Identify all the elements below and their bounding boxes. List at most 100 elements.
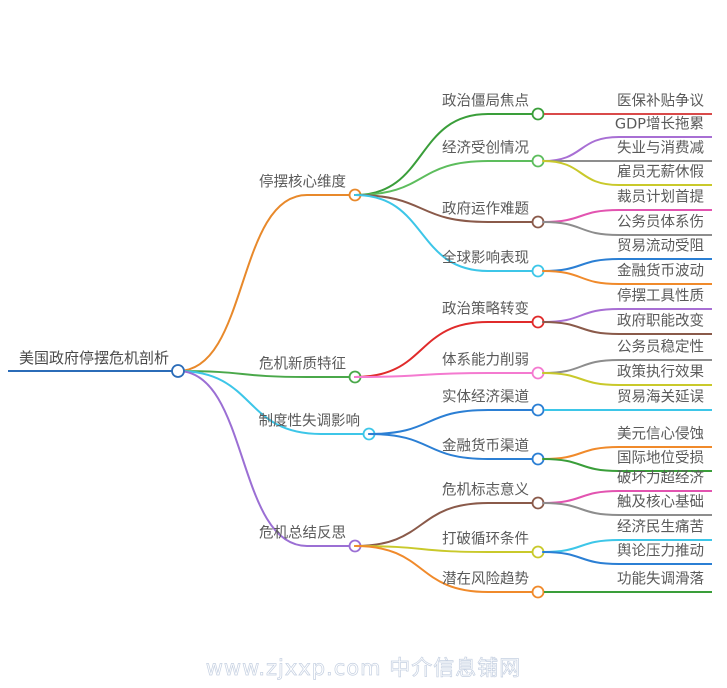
node-label: 裁员计划首提 (617, 189, 704, 206)
node-handle (531, 215, 545, 229)
watermark: www.zjxxp.com 中介信息铺网 (205, 656, 522, 681)
mindmap-subbranch-0-1[interactable]: 经济受创情况 (439, 141, 532, 159)
node-label: 医保补贴争议 (617, 93, 704, 110)
connector (542, 458, 620, 472)
mindmap-subbranch-3-0[interactable]: 危机标志意义 (439, 482, 532, 501)
mindmap-leaf-1-1-1[interactable]: 政策执行效果 (614, 365, 707, 383)
mindmap-subbranch-1-0[interactable]: 政治策略转变 (439, 301, 532, 320)
mindmap-leaf-0-1-0[interactable]: GDP增长拖累 (612, 117, 707, 135)
node-label: 政府运作难题 (442, 201, 529, 218)
connector (542, 308, 620, 323)
node-handle (531, 452, 545, 466)
node-label: 雇员无薪休假 (617, 164, 704, 181)
connector (354, 113, 489, 196)
mindmap-subbranch-2-1[interactable]: 金融货币渠道 (439, 438, 532, 457)
mindmap-subbranch-1-1[interactable]: 体系能力削弱 (439, 352, 532, 371)
node-label: 破坏力超经济 (617, 470, 704, 487)
mindmap-subbranch-3-1[interactable]: 打破循环条件 (439, 531, 532, 550)
node-label: 功能失调滑落 (617, 571, 704, 588)
node-label: 美元信心侵蚀 (617, 426, 704, 443)
connector (542, 136, 620, 162)
node-label: 危机标志意义 (442, 482, 529, 499)
mindmap-leaf-2-0-0[interactable]: 贸易海关延误 (614, 389, 707, 408)
node-label: 舆论压力推动 (617, 543, 704, 560)
node-label: 政治策略转变 (442, 301, 529, 318)
node-label: 政治僵局焦点 (442, 93, 529, 110)
connector (354, 160, 489, 196)
mindmap-branch-2[interactable]: 制度性失调影响 (256, 413, 364, 432)
mindmap-leaf-2-1-0[interactable]: 美元信心侵蚀 (614, 426, 707, 445)
connector (542, 372, 620, 386)
mindmap-branch-3[interactable]: 危机总结反思 (256, 525, 349, 544)
connector (542, 502, 620, 516)
node-label: 贸易流动受阻 (617, 238, 704, 255)
node-handle (531, 545, 545, 559)
node-label: 体系能力削弱 (442, 352, 529, 369)
mindmap-branch-1[interactable]: 危机新质特征 (256, 356, 349, 375)
node-handle (531, 403, 545, 417)
connector (177, 370, 308, 378)
mindmap-leaf-3-0-1[interactable]: 触及核心基础 (614, 494, 707, 513)
mindmap-leaf-3-0-0[interactable]: 破坏力超经济 (614, 470, 707, 489)
node-label: 危机新质特征 (259, 356, 346, 373)
connector (542, 359, 620, 374)
connector (354, 545, 489, 593)
node-handle (531, 585, 545, 599)
node-handle (531, 315, 545, 329)
connector (354, 502, 489, 547)
mindmap-subbranch-0-2[interactable]: 政府运作难题 (439, 201, 532, 220)
mindmap-leaf-3-1-0[interactable]: 经济民生痛苦 (614, 519, 707, 538)
mindmap-leaf-1-0-1[interactable]: 政府职能改变 (614, 313, 707, 332)
mindmap-subbranch-3-2[interactable]: 潜在风险趋势 (439, 571, 532, 590)
node-label: 危机总结反思 (259, 525, 346, 542)
node-label: 公务员体系伤 (617, 214, 704, 231)
mindmap-leaf-1-0-0[interactable]: 停摆工具性质 (614, 288, 707, 307)
node-label: 潜在风险趋势 (442, 571, 529, 588)
node-label: 政府职能改变 (617, 313, 704, 330)
mindmap-leaf-0-0-0[interactable]: 医保补贴争议 (614, 93, 707, 112)
mindmap-leaf-0-1-2[interactable]: 雇员无薪休假 (614, 164, 707, 183)
mindmap-leaf-0-3-0[interactable]: 贸易流动受阻 (614, 238, 707, 257)
mindmap-subbranch-0-0[interactable]: 政治僵局焦点 (439, 93, 532, 112)
node-label: 制度性失调影响 (258, 413, 361, 430)
connector (542, 490, 620, 504)
mindmap-leaf-0-1-1[interactable]: 失业与消费减 (614, 141, 707, 159)
node-label: 实体经济渠道 (442, 389, 529, 406)
node-label: 美国政府停摆危机剖析 (18, 349, 169, 367)
node-label: 打破循环条件 (442, 531, 529, 548)
mindmap-subbranch-2-0[interactable]: 实体经济渠道 (439, 389, 532, 408)
mindmap-leaf-2-1-1[interactable]: 国际地位受损 (614, 450, 707, 469)
node-label: 停摆核心维度 (259, 174, 346, 191)
mindmap-leaf-1-1-0[interactable]: 公务员稳定性 (614, 340, 707, 358)
node-handle (531, 107, 545, 121)
node-label: 金融货币波动 (617, 263, 704, 280)
node-label: 贸易海关延误 (617, 389, 704, 406)
connector (542, 258, 620, 272)
mindmap-subbranch-0-3[interactable]: 全球影响表现 (439, 250, 532, 269)
node-handle (531, 496, 545, 510)
node-label: 全球影响表现 (442, 250, 529, 267)
mindmap-leaf-3-1-1[interactable]: 舆论压力推动 (614, 543, 707, 562)
node-label: 金融货币渠道 (442, 438, 529, 455)
connector (177, 194, 308, 372)
connector (542, 551, 620, 565)
node-label: 触及核心基础 (617, 494, 704, 511)
node-handle (531, 366, 545, 380)
mindmap-leaf-0-2-0[interactable]: 裁员计划首提 (614, 189, 707, 208)
mindmap-leaf-3-2-0[interactable]: 功能失调滑落 (614, 571, 707, 590)
node-label: 国际地位受损 (617, 450, 704, 467)
connector (354, 372, 489, 378)
connector (542, 209, 620, 223)
connector (542, 539, 620, 553)
connector (368, 409, 489, 435)
mindmap-branch-0[interactable]: 停摆核心维度 (256, 174, 349, 193)
mindmap-leaf-0-2-1[interactable]: 公务员体系伤 (614, 214, 707, 233)
node-label: 经济民生痛苦 (617, 519, 704, 536)
connector (542, 160, 620, 186)
connector (354, 545, 489, 553)
node-label: 停摆工具性质 (617, 288, 704, 305)
mindmap-leaf-0-3-1[interactable]: 金融货币波动 (614, 263, 707, 282)
node-handle (531, 264, 545, 278)
mindmap-root-node[interactable]: 美国政府停摆危机剖析 (16, 351, 172, 368)
